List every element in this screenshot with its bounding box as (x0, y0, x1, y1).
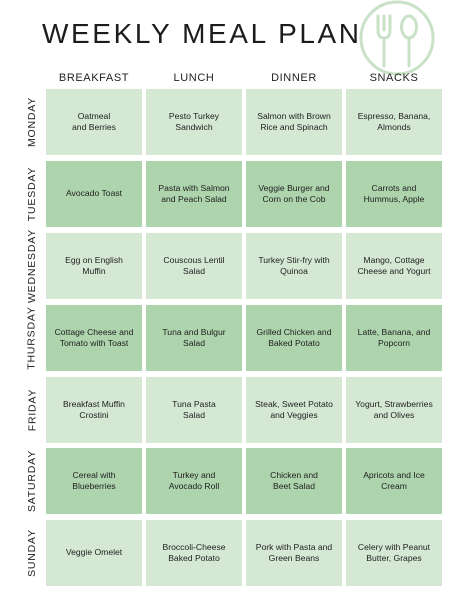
meal-text: Oatmeal and Berries (72, 110, 116, 132)
day-label-text: SATURDAY (26, 449, 38, 513)
meal-text: Yogurt, Strawberries and Olives (355, 398, 433, 420)
meal-cell-friday-snacks: Yogurt, Strawberries and Olives (346, 377, 442, 443)
meal-text: Breakfast Muffin Crostini (63, 398, 125, 420)
meal-cell-monday-breakfast: Oatmeal and Berries (46, 89, 142, 155)
meal-text: Apricots and Ice Cream (363, 469, 425, 491)
meal-cell-sunday-breakfast: Veggie Omelet (46, 520, 142, 586)
meal-cell-thursday-breakfast: Cottage Cheese and Tomato with Toast (46, 305, 142, 371)
meal-cell-monday-lunch: Pesto Turkey Sandwich (146, 89, 242, 155)
day-label-text: THURSDAY (26, 306, 39, 370)
day-label-text: WEDNESDAY (26, 228, 39, 304)
day-label-text: MONDAY (26, 96, 39, 148)
day-label-text: SUNDAY (26, 529, 38, 577)
column-header-breakfast: BREAKFAST (58, 72, 130, 84)
meal-cell-saturday-snacks: Apricots and Ice Cream (346, 448, 442, 514)
meal-text: Grilled Chicken and Baked Potato (256, 326, 332, 348)
meal-text: Veggie Burger and Corn on the Cob (258, 182, 330, 204)
meal-text: Tuna Pasta Salad (172, 398, 216, 420)
meal-cell-monday-snacks: Espresso, Banana, Almonds (346, 89, 442, 155)
meal-cell-tuesday-dinner: Veggie Burger and Corn on the Cob (246, 161, 342, 227)
meal-cell-monday-dinner: Salmon with Brown Rice and Spinach (246, 89, 342, 155)
meal-cell-wednesday-breakfast: Egg on English Muffin (46, 233, 142, 299)
meal-text: Salmon with Brown Rice and Spinach (257, 110, 331, 132)
meal-cell-thursday-dinner: Grilled Chicken and Baked Potato (246, 305, 342, 371)
meal-text: Veggie Omelet (65, 547, 123, 558)
meal-text: Chicken and Beet Salad (270, 469, 318, 491)
meal-cell-friday-breakfast: Breakfast Muffin Crostini (46, 377, 142, 443)
column-header-dinner: DINNER (271, 72, 317, 84)
day-label-text: TUESDAY (26, 166, 39, 222)
column-header-snacks: SNACKS (369, 72, 419, 84)
meal-text: Broccoli-Cheese Baked Potato (162, 541, 226, 563)
meal-cell-friday-dinner: Steak, Sweet Potato and Veggies (246, 377, 342, 443)
meal-text: Pork with Pasta and Green Beans (255, 541, 333, 563)
meal-text: Steak, Sweet Potato and Veggies (255, 398, 333, 420)
meal-text: Espresso, Banana, Almonds (357, 110, 431, 132)
meal-cell-wednesday-dinner: Turkey Stir-fry with Quinoa (246, 233, 342, 299)
meal-cell-sunday-lunch: Broccoli-Cheese Baked Potato (146, 520, 242, 586)
meal-cell-saturday-lunch: Turkey and Avocado Roll (146, 448, 242, 514)
meal-cell-saturday-dinner: Chicken and Beet Salad (246, 448, 342, 514)
meal-text: Turkey and Avocado Roll (168, 469, 220, 491)
meal-text: Celery with Peanut Butter, Grapes (357, 541, 431, 563)
meal-text: Cereal with Blueberries (72, 469, 116, 491)
meal-cell-tuesday-breakfast: Avocado Toast (46, 161, 142, 227)
meal-cell-saturday-breakfast: Cereal with Blueberries (46, 448, 142, 514)
meal-cell-sunday-dinner: Pork with Pasta and Green Beans (246, 520, 342, 586)
page-title: WEEKLY MEAL PLAN (42, 18, 362, 49)
meal-cell-wednesday-lunch: Couscous Lentil Salad (146, 233, 242, 299)
meal-text: Mango, Cottage Cheese and Yogurt (357, 254, 431, 276)
meal-text: Avocado Toast (65, 188, 123, 199)
column-header-lunch: LUNCH (173, 72, 215, 84)
meal-cell-friday-lunch: Tuna Pasta Salad (146, 377, 242, 443)
meal-cell-tuesday-snacks: Carrots and Hummus, Apple (346, 161, 442, 227)
meal-text: Pesto Turkey Sandwich (168, 110, 220, 132)
meal-text: Latte, Banana, and Popcorn (357, 326, 431, 348)
meal-text: Egg on English Muffin (65, 254, 123, 276)
meal-text: Carrots and Hummus, Apple (363, 182, 425, 204)
meal-text: Turkey Stir-fry with Quinoa (258, 254, 330, 276)
day-label-text: FRIDAY (26, 388, 38, 432)
meal-text: Couscous Lentil Salad (163, 254, 225, 276)
meal-cell-tuesday-lunch: Pasta with Salmon and Peach Salad (146, 161, 242, 227)
meal-text: Pasta with Salmon and Peach Salad (158, 182, 230, 204)
meal-cell-thursday-lunch: Tuna and Bulgur Salad (146, 305, 242, 371)
meal-cell-sunday-snacks: Celery with Peanut Butter, Grapes (346, 520, 442, 586)
meal-text: Tuna and Bulgur Salad (162, 326, 226, 348)
meal-cell-wednesday-snacks: Mango, Cottage Cheese and Yogurt (346, 233, 442, 299)
fork-and-spoon-icon (359, 0, 435, 76)
meal-cell-thursday-snacks: Latte, Banana, and Popcorn (346, 305, 442, 371)
meal-text: Cottage Cheese and Tomato with Toast (54, 326, 134, 348)
